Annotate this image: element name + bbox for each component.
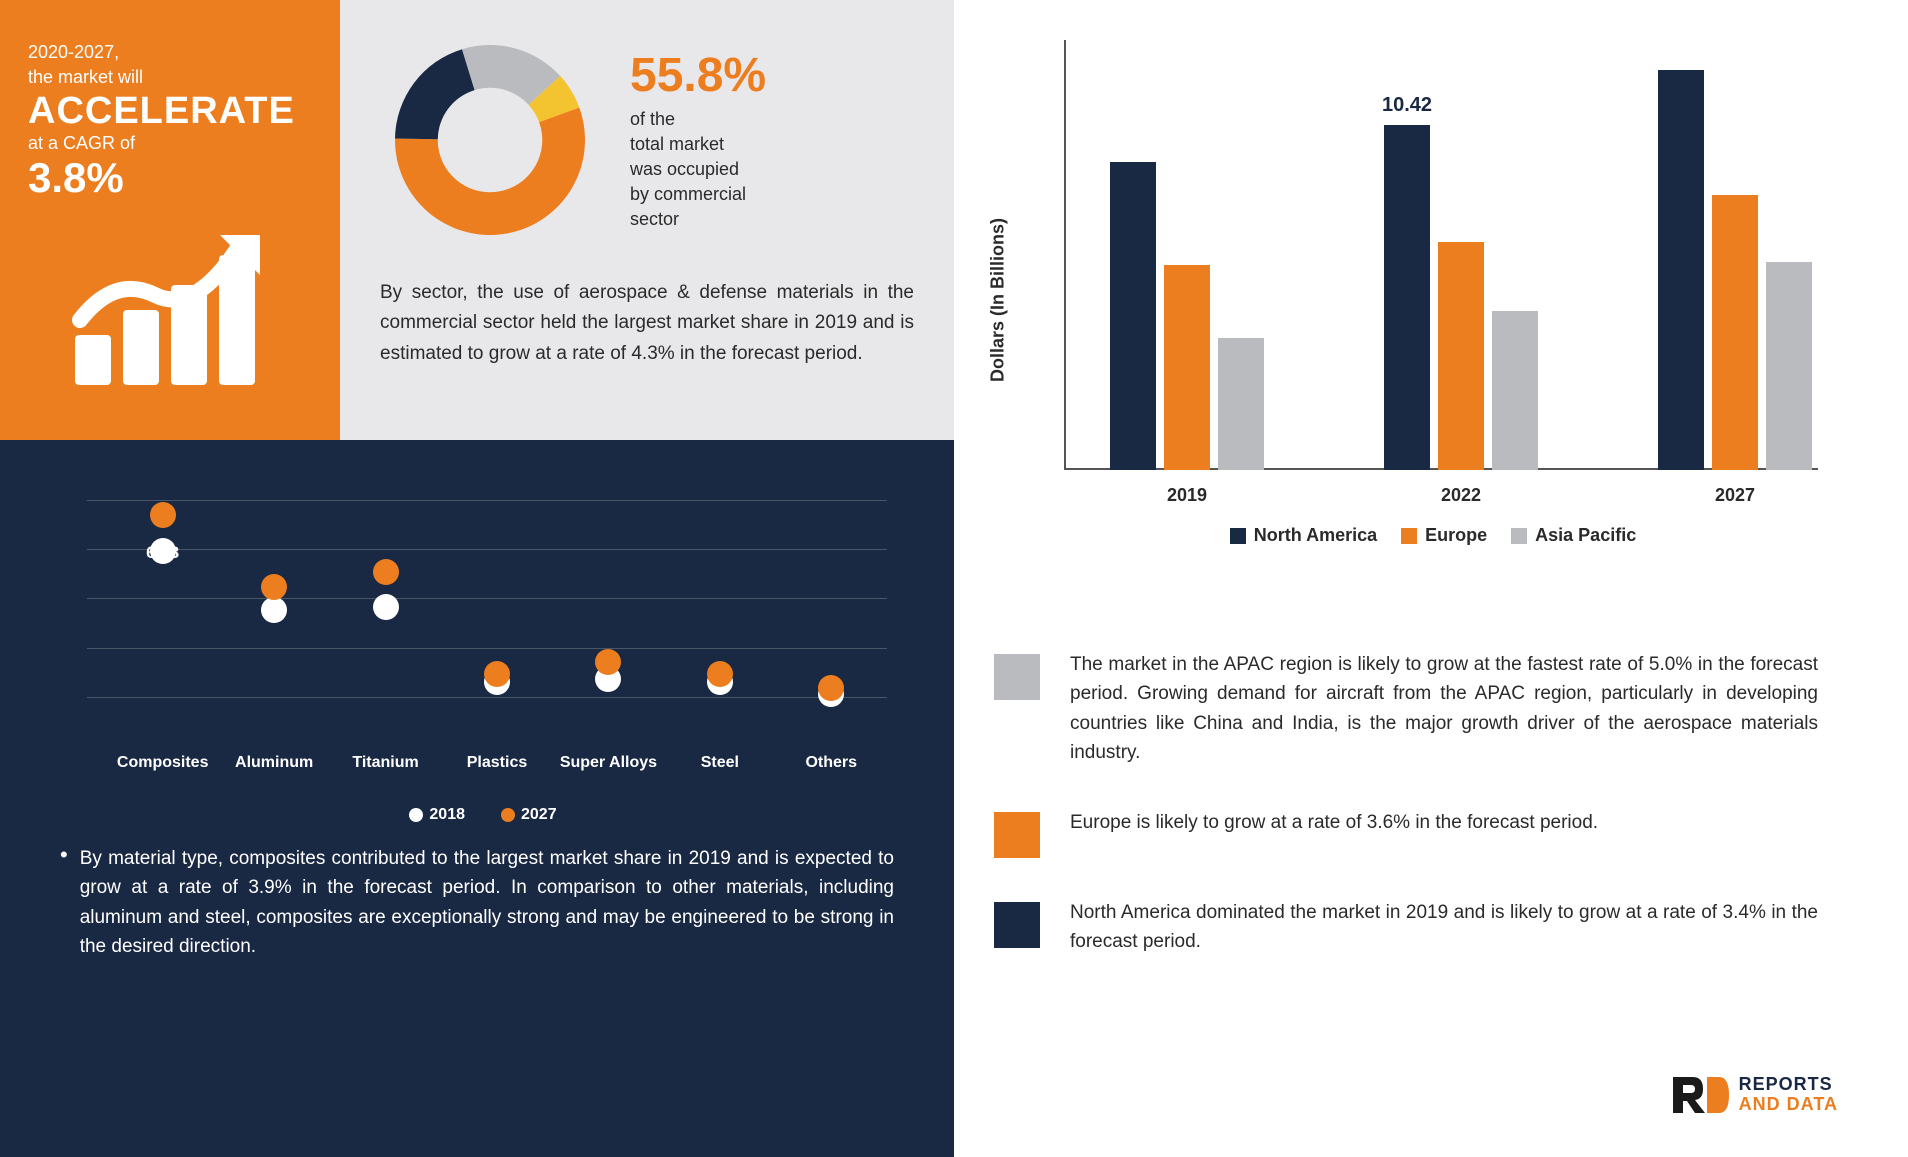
- bar-category-label: 2027: [1715, 485, 1755, 506]
- accelerate-big: ACCELERATE: [28, 90, 312, 133]
- y-axis: [1064, 40, 1066, 470]
- dot-category-label: Plastics: [442, 754, 552, 772]
- sector-pct-block: 55.8% of thetotal marketwas occupiedby c…: [630, 48, 766, 233]
- sector-donut-chart: [380, 30, 600, 250]
- region-bar-chart-wrap: Dollars (In Billions) 20192022202710.42 …: [994, 20, 1848, 580]
- dot-category-label: Others: [776, 754, 886, 772]
- material-bullet-text: By material type, composites contributed…: [80, 844, 894, 962]
- gridline: [87, 598, 887, 599]
- region-swatch: [994, 812, 1040, 858]
- bar-category-label: 2022: [1441, 485, 1481, 506]
- sector-panel: 55.8% of thetotal marketwas occupiedby c…: [340, 0, 954, 440]
- region-bullet-row: Europe is likely to grow at a rate of 3.…: [994, 808, 1818, 858]
- page-root: 2020-2027, the market will ACCELERATE at…: [0, 0, 1908, 1157]
- dot-marker: [373, 559, 399, 585]
- bar: [1110, 162, 1156, 470]
- gridline: [87, 648, 887, 649]
- bar: [1766, 262, 1812, 470]
- accelerate-line3: at a CAGR of: [28, 133, 312, 154]
- gridline: [87, 500, 887, 501]
- bar: [1658, 70, 1704, 470]
- dot-marker: [818, 675, 844, 701]
- brand-line2: AND DATA: [1739, 1095, 1838, 1115]
- dot-category-label: Composites: [108, 754, 218, 772]
- accelerate-text-block: 2020-2027, the market will ACCELERATE at…: [28, 40, 312, 202]
- sector-top-row: 55.8% of thetotal marketwas occupiedby c…: [380, 30, 914, 250]
- region-bar-chart: 20192022202710.42: [1064, 40, 1818, 470]
- region-bullets: The market in the APAC region is likely …: [994, 650, 1848, 957]
- sector-pct: 55.8%: [630, 48, 766, 103]
- gridline: [87, 549, 887, 550]
- brand-logo: REPORTS AND DATA: [1669, 1073, 1838, 1117]
- bar-annotation: 10.42: [1382, 94, 1432, 117]
- donut-slice: [395, 49, 475, 139]
- material-legend: 20182027: [40, 806, 914, 824]
- bar-group: [1658, 70, 1812, 470]
- material-panel: CompositesAluminumTitaniumPlasticsSuper …: [0, 440, 954, 1157]
- sector-sub: of thetotal marketwas occupiedby commerc…: [630, 107, 766, 233]
- gridline: [87, 697, 887, 698]
- region-text: Europe is likely to grow at a rate of 3.…: [1070, 808, 1598, 837]
- bar: [1218, 338, 1264, 470]
- dot-marker: [150, 502, 176, 528]
- top-row: 2020-2027, the market will ACCELERATE at…: [0, 0, 954, 440]
- dot-marker: [595, 649, 621, 675]
- growth-chart-icon: [65, 225, 275, 400]
- dot-marker: [484, 661, 510, 687]
- brand-logo-text: REPORTS AND DATA: [1739, 1075, 1838, 1115]
- dot-category-label: Steel: [665, 754, 775, 772]
- dot-annotation: 6.53: [146, 543, 179, 563]
- accelerate-line1: 2020-2027,: [28, 40, 312, 65]
- bar-legend: North AmericaEuropeAsia Pacific: [994, 525, 1848, 546]
- bar: [1712, 195, 1758, 470]
- dot-marker: [373, 594, 399, 620]
- bar-y-axis-label: Dollars (In Billions): [988, 218, 1009, 382]
- region-text: North America dominated the market in 20…: [1070, 898, 1818, 957]
- left-column: 2020-2027, the market will ACCELERATE at…: [0, 0, 954, 1157]
- region-swatch: [994, 902, 1040, 948]
- accelerate-panel: 2020-2027, the market will ACCELERATE at…: [0, 0, 340, 440]
- region-bullet-row: The market in the APAC region is likely …: [994, 650, 1818, 768]
- dot-marker: [707, 661, 733, 687]
- dot-category-label: Aluminum: [219, 754, 329, 772]
- bar: [1384, 125, 1430, 470]
- brand-line1: REPORTS: [1739, 1075, 1838, 1095]
- dot-category-label: Titanium: [331, 754, 441, 772]
- dot-marker: [261, 574, 287, 600]
- bullet-marker: •: [60, 844, 68, 962]
- right-column: Dollars (In Billions) 20192022202710.42 …: [954, 0, 1908, 1157]
- accelerate-line2: the market will: [28, 65, 312, 90]
- dot-marker: [261, 597, 287, 623]
- bar-group: [1110, 162, 1264, 470]
- bar: [1164, 265, 1210, 470]
- region-text: The market in the APAC region is likely …: [1070, 650, 1818, 768]
- sector-description: By sector, the use of aerospace & defens…: [380, 278, 914, 369]
- region-bullet-row: North America dominated the market in 20…: [994, 898, 1818, 957]
- dot-category-label: Super Alloys: [553, 754, 663, 772]
- material-bullet: • By material type, composites contribut…: [40, 844, 914, 962]
- bar-category-label: 2019: [1167, 485, 1207, 506]
- material-dot-chart: CompositesAluminumTitaniumPlasticsSuper …: [47, 470, 907, 800]
- accelerate-pct: 3.8%: [28, 154, 312, 202]
- region-swatch: [994, 654, 1040, 700]
- bar: [1438, 242, 1484, 470]
- bar: [1492, 311, 1538, 470]
- brand-logo-icon: [1669, 1073, 1729, 1117]
- bar-group: [1384, 125, 1538, 470]
